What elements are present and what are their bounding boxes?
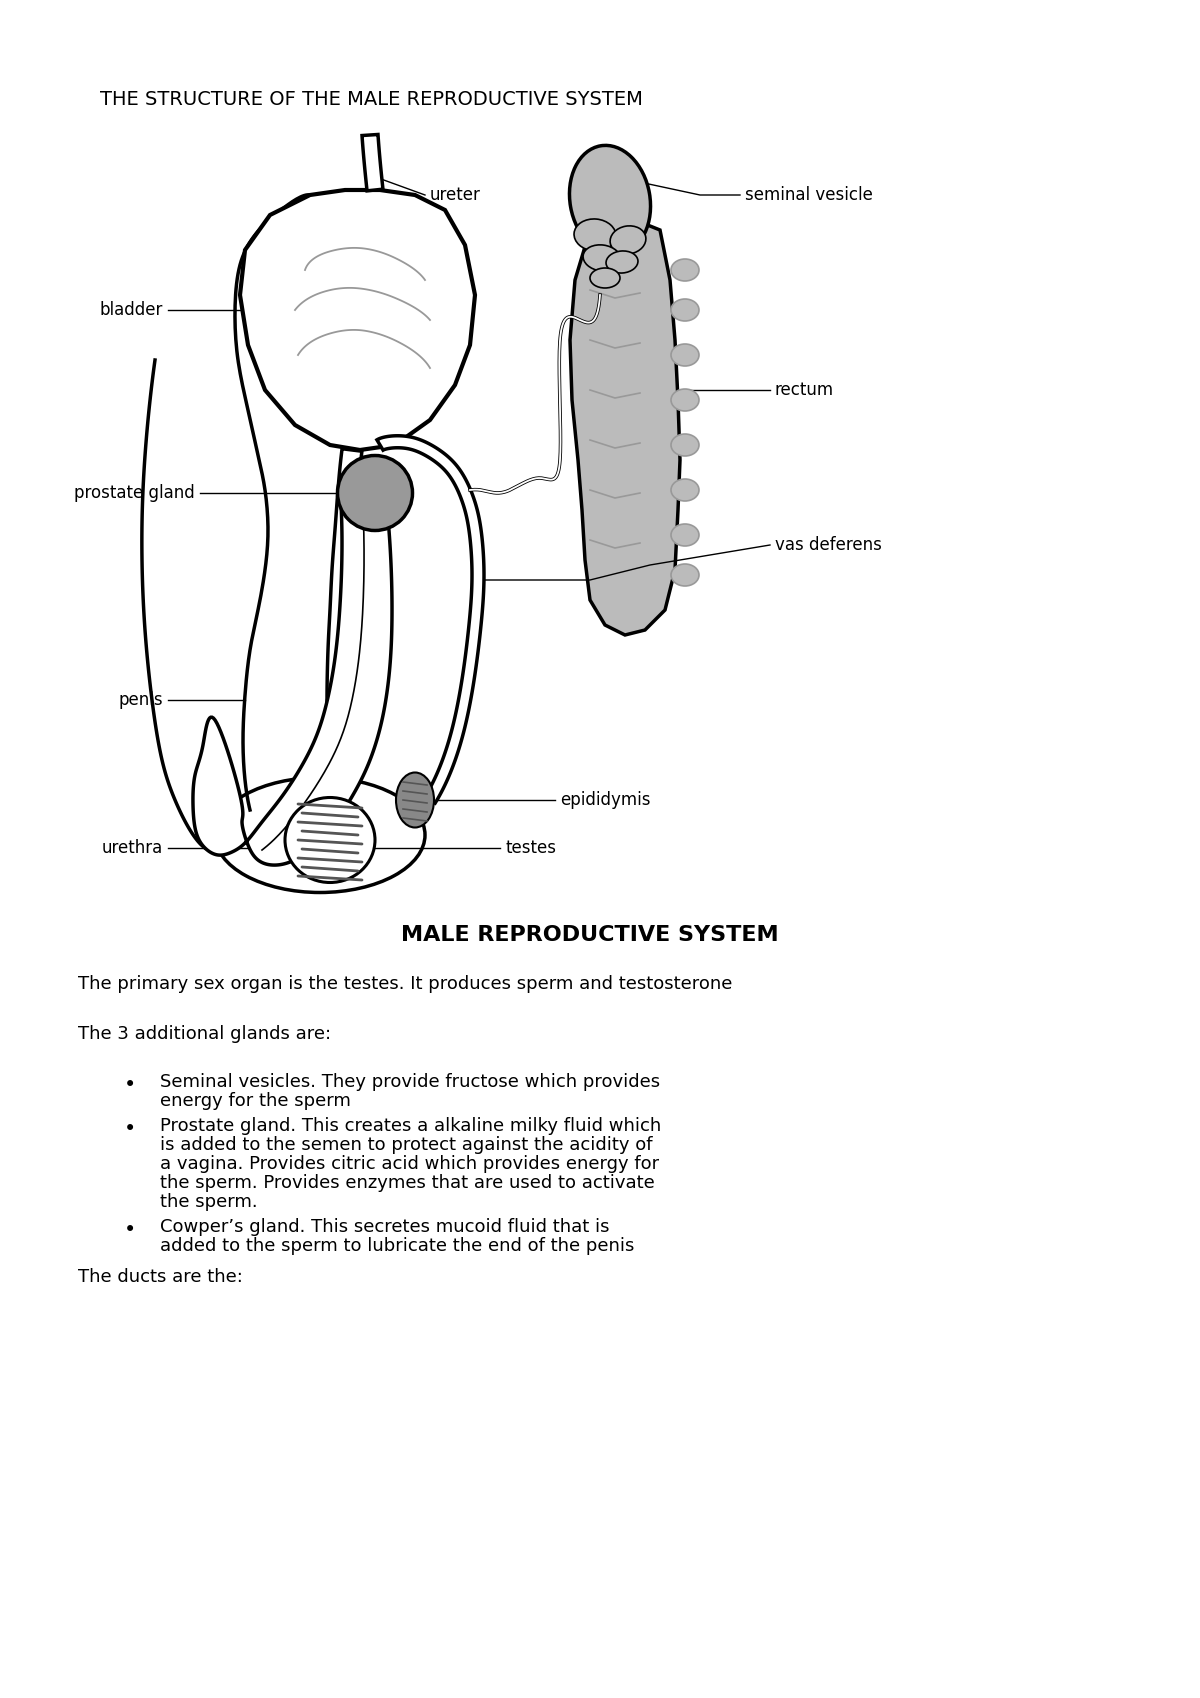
Text: epididymis: epididymis [560,791,650,808]
Ellipse shape [671,479,698,501]
Text: seminal vesicle: seminal vesicle [745,187,872,204]
Polygon shape [362,134,383,190]
Text: the sperm. Provides enzymes that are used to activate: the sperm. Provides enzymes that are use… [160,1173,655,1192]
Ellipse shape [570,146,650,255]
Ellipse shape [590,268,620,289]
Text: The primary sex organ is the testes. It produces sperm and testosterone: The primary sex organ is the testes. It … [78,975,732,993]
Ellipse shape [671,564,698,586]
Text: The 3 additional glands are:: The 3 additional glands are: [78,1026,331,1043]
Ellipse shape [671,389,698,411]
Ellipse shape [574,219,616,251]
Ellipse shape [610,226,646,255]
Text: prostate gland: prostate gland [74,484,194,503]
Text: rectum: rectum [775,380,834,399]
Ellipse shape [583,245,620,272]
Polygon shape [240,190,475,450]
Polygon shape [377,436,484,803]
Text: MALE REPRODUCTIVE SYSTEM: MALE REPRODUCTIVE SYSTEM [401,925,779,946]
Text: Seminal vesicles. They provide fructose which provides: Seminal vesicles. They provide fructose … [160,1073,660,1092]
Text: added to the sperm to lubricate the end of the penis: added to the sperm to lubricate the end … [160,1238,635,1255]
Text: The ducts are the:: The ducts are the: [78,1268,242,1285]
Text: Prostate gland. This creates a alkaline milky fluid which: Prostate gland. This creates a alkaline … [160,1117,661,1134]
Polygon shape [570,221,680,635]
Ellipse shape [215,778,425,893]
Ellipse shape [606,251,638,273]
Ellipse shape [671,299,698,321]
Ellipse shape [286,798,374,883]
Polygon shape [193,491,392,864]
Text: urethra: urethra [102,839,163,857]
Text: THE STRUCTURE OF THE MALE REPRODUCTIVE SYSTEM: THE STRUCTURE OF THE MALE REPRODUCTIVE S… [100,90,643,109]
Text: is added to the semen to protect against the acidity of: is added to the semen to protect against… [160,1136,653,1155]
Text: a vagina. Provides citric acid which provides energy for: a vagina. Provides citric acid which pro… [160,1155,659,1173]
Text: •: • [124,1219,136,1240]
Ellipse shape [671,260,698,280]
Text: penis: penis [119,691,163,710]
Ellipse shape [396,773,434,827]
Ellipse shape [671,345,698,367]
Text: ureter: ureter [430,187,481,204]
Text: bladder: bladder [100,301,163,319]
Text: the sperm.: the sperm. [160,1194,258,1211]
Text: •: • [124,1075,136,1095]
Text: vas deferens: vas deferens [775,537,882,554]
Polygon shape [326,448,362,830]
Text: testes: testes [505,839,556,857]
Text: Cowper’s gland. This secretes mucoid fluid that is: Cowper’s gland. This secretes mucoid flu… [160,1217,610,1236]
Text: •: • [124,1119,136,1139]
Text: energy for the sperm: energy for the sperm [160,1092,350,1110]
Ellipse shape [671,525,698,547]
Ellipse shape [337,455,413,530]
Ellipse shape [671,435,698,457]
